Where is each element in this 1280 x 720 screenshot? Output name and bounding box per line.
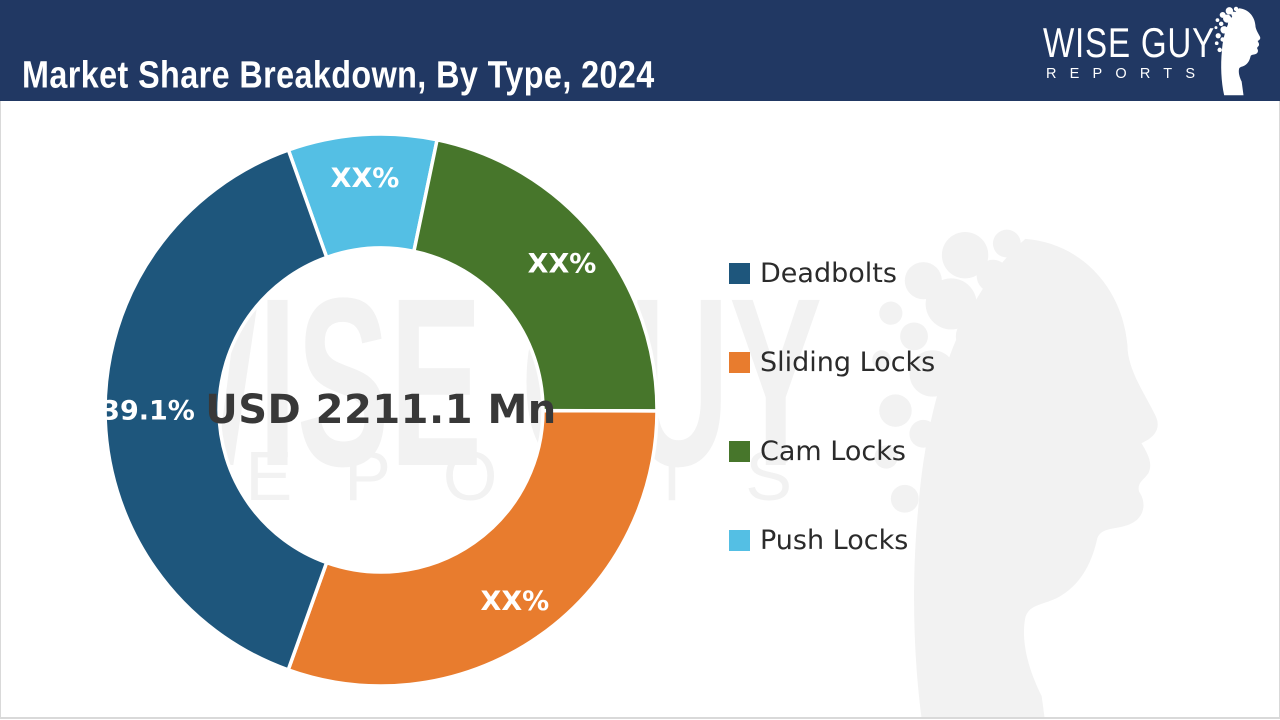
legend-label: Push Locks <box>760 524 909 556</box>
logo-brand-text: WISE GUY <box>1043 19 1215 66</box>
logo-sub-text: REPORTS <box>1046 66 1202 82</box>
page-title: Market Share Breakdown, By Type, 2024 <box>22 54 655 97</box>
legend-label: Sliding Locks <box>760 346 936 378</box>
legend-swatch-push-locks <box>729 529 750 551</box>
legend-swatch-deadbolts <box>729 262 750 284</box>
header: Market Share Breakdown, By Type, 2024 WI… <box>0 0 1280 101</box>
legend-item-deadbolts: Deadbolts <box>729 257 935 289</box>
chart-center-value: USD 2211.1 Mn <box>205 387 557 433</box>
logo-face-icon <box>1214 6 1261 96</box>
legend-label: Cam Locks <box>760 435 906 467</box>
legend-swatch-sliding-locks <box>729 351 750 373</box>
legend-swatch-cam-locks <box>729 440 750 462</box>
legend-label: Deadbolts <box>760 257 897 289</box>
legend-item-cam-locks: Cam Locks <box>729 435 935 467</box>
chart-area: WISE GUY REPORTS <box>0 101 1280 719</box>
watermark: WISE GUY REPORTS <box>127 229 1158 717</box>
wiseguy-logo: WISE GUY REPORTS <box>1043 6 1261 96</box>
legend-item-sliding-locks: Sliding Locks <box>729 346 936 378</box>
legend: Deadbolts Sliding Locks Cam Locks Push L… <box>729 258 935 614</box>
legend-item-push-locks: Push Locks <box>729 524 935 556</box>
